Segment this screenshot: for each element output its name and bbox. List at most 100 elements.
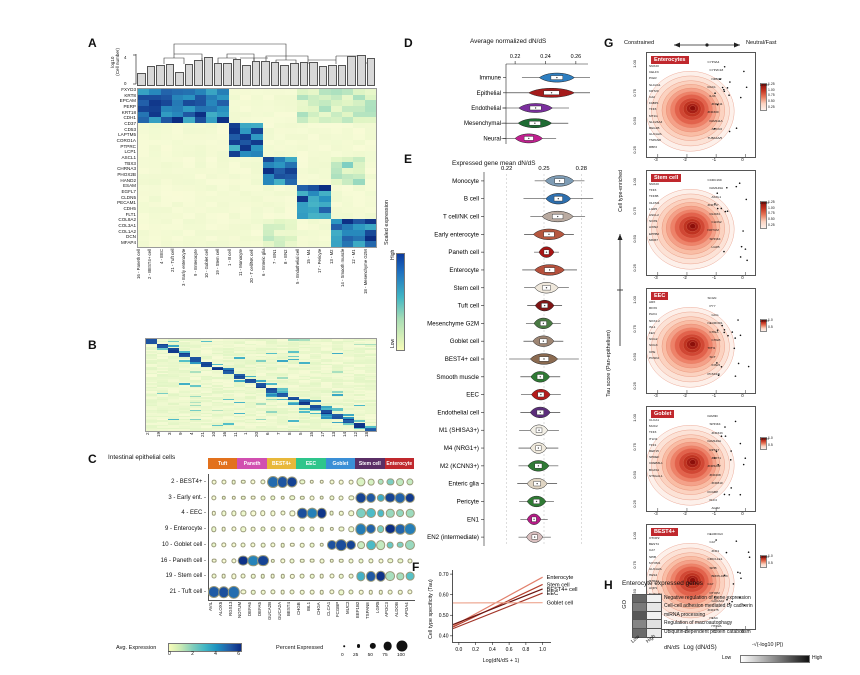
panel-b-heat-cell: [343, 381, 355, 384]
panel-b-heat-cell: [200, 411, 212, 413]
panel-a-heat-cell: [364, 100, 376, 106]
panel-g-legend-tick: 1.00: [768, 87, 775, 92]
panel-b-heat-cell: [299, 345, 311, 347]
panel-b-heat-cell: [310, 372, 322, 375]
panel-f-ylabel: Cell type specificity (Tau): [428, 579, 434, 639]
panel-b-heat-cell: [255, 358, 267, 361]
panel-b-heat-cell: [343, 400, 355, 402]
panel-c-gene-label: FCGBP: [335, 602, 341, 618]
panel-b-heat-cell: [288, 345, 300, 347]
panel-b-heat-cell: [255, 404, 267, 407]
panel-a-heat-cell: [307, 230, 320, 236]
panel-b-heat-cell: [200, 381, 212, 384]
panel-a-heat-cell: [205, 201, 218, 208]
panel-a-heat-cell: [183, 173, 195, 180]
panel-b-heat-cell: [299, 423, 311, 425]
panel-a-heat-cell: [319, 213, 331, 219]
panel-b-heat-cell: [222, 366, 234, 369]
panel-a-cluster-label: 9 - Enterocyte: [192, 249, 198, 276]
panel-b-heat-cell: [211, 389, 223, 392]
panel-g-left-gene: PIGR: [649, 76, 657, 81]
panel-b-heat-cell: [146, 417, 157, 419]
panel-b-heat-cell: [343, 424, 355, 427]
panel-a-heat-cell: [319, 230, 331, 236]
panel-b-heat-cell: [244, 368, 256, 370]
panel-a-heat-cell: [364, 235, 376, 242]
panel-b-heat-cell: [310, 360, 322, 362]
panel-b-heat-cell: [178, 404, 190, 407]
panel-b-heat-cell: [288, 355, 300, 358]
panel-a-heat-cell: [353, 156, 365, 163]
panel-a-cluster-label: 12 - M1: [351, 249, 357, 264]
panel-b-heat-cell: [200, 366, 212, 369]
panel-b-heat-cell: [244, 365, 256, 367]
panel-b-heat-cell: [365, 411, 376, 413]
panel-b-heat-cell: [332, 349, 344, 352]
panel-c-dot: [309, 558, 315, 563]
panel-c-dot: [365, 540, 376, 550]
panel-b-cluster-id: 6: [265, 432, 271, 435]
panel-b-heat-cell: [156, 371, 168, 373]
panel-b-heat-cell: [288, 339, 300, 341]
panel-b-heat-cell: [310, 406, 322, 408]
panel-b-heat-cell: [167, 368, 179, 370]
panel-a-heat-cell: [307, 111, 320, 118]
panel-b-heat-cell: [343, 345, 355, 347]
panel-a-heat-cell: [273, 196, 286, 202]
panel-b-heat-cell: [288, 404, 300, 407]
panel-b-heat-cell: [244, 409, 256, 412]
panel-b-heat-cell: [233, 348, 245, 350]
panel-g-left-gene: SNX20: [649, 182, 659, 186]
panel-a-heat-cell: [228, 111, 240, 118]
panel-b-heat-cell: [354, 368, 366, 370]
panel-b-heat-cell: [321, 372, 333, 375]
panel-b-heat-cell: [321, 391, 333, 393]
panel-e-violin: [534, 246, 559, 258]
panel-a-gene-label: HAND2: [120, 177, 136, 183]
panel-a-heat-cell: [353, 100, 365, 106]
panel-b-cluster-id: 5: [298, 432, 304, 435]
panel-b-heat-cell: [167, 361, 179, 364]
panel-b-heat-cell: [167, 427, 179, 430]
panel-a-heat-cell: [364, 117, 376, 123]
panel-c-dot: [365, 508, 376, 519]
panel-a-heat-cell: [364, 184, 376, 191]
panel-c-dot: [396, 572, 404, 581]
panel-a-heat-cell: [319, 139, 331, 146]
panel-b-heat-cell: [310, 377, 322, 379]
panel-b-heat-cell: [178, 388, 190, 390]
panel-g-legend: Level 1.0 0.5: [760, 318, 773, 332]
panel-b-heat-cell: [222, 384, 234, 387]
panel-b-heat-cell: [365, 426, 376, 428]
panel-a-heat-cell: [341, 184, 354, 191]
panel-a-heat-cell: [194, 201, 206, 208]
panel-a-heat-cell: [217, 117, 229, 123]
panel-a-heat-cell: [285, 201, 297, 208]
panel-a-heat-cell: [262, 139, 274, 146]
panel-b-heat-cell: [200, 404, 212, 407]
panel-b-heat-cell: [200, 371, 212, 373]
panel-a-heat-cell: [171, 218, 184, 225]
panel-b-heat-cell: [299, 374, 311, 376]
panel-b-heat-cell: [299, 375, 311, 378]
panel-b-heat-cell: [365, 400, 376, 402]
panel-b-heat-cell: [167, 412, 179, 415]
panel-g-left-gene: TFF3: [649, 107, 657, 112]
panel-c-dot: [260, 495, 266, 501]
panel-b-heat-cell: [277, 339, 289, 341]
panel-b-heat-cell: [146, 384, 157, 387]
panel-c-dot: [319, 495, 325, 500]
panel-b-heat-cell: [178, 397, 190, 399]
panel-b-heat-cell: [310, 365, 322, 367]
panel-a-heat-cell: [217, 190, 229, 197]
panel-a-heat-cell: [296, 241, 308, 247]
panel-g-ytick: 0.50: [632, 117, 637, 126]
panel-a-heat-cell: [228, 162, 240, 168]
panel-a-heat-cell: [273, 241, 286, 247]
panel-a-heat-cell: [239, 167, 252, 174]
panel-b-heat-cell: [266, 361, 278, 364]
panel-b-heat-cell: [277, 404, 289, 407]
panel-b-heat-cell: [321, 345, 333, 347]
panel-b-heat-cell: [156, 421, 168, 424]
panel-b-heat-cell: [332, 400, 344, 402]
